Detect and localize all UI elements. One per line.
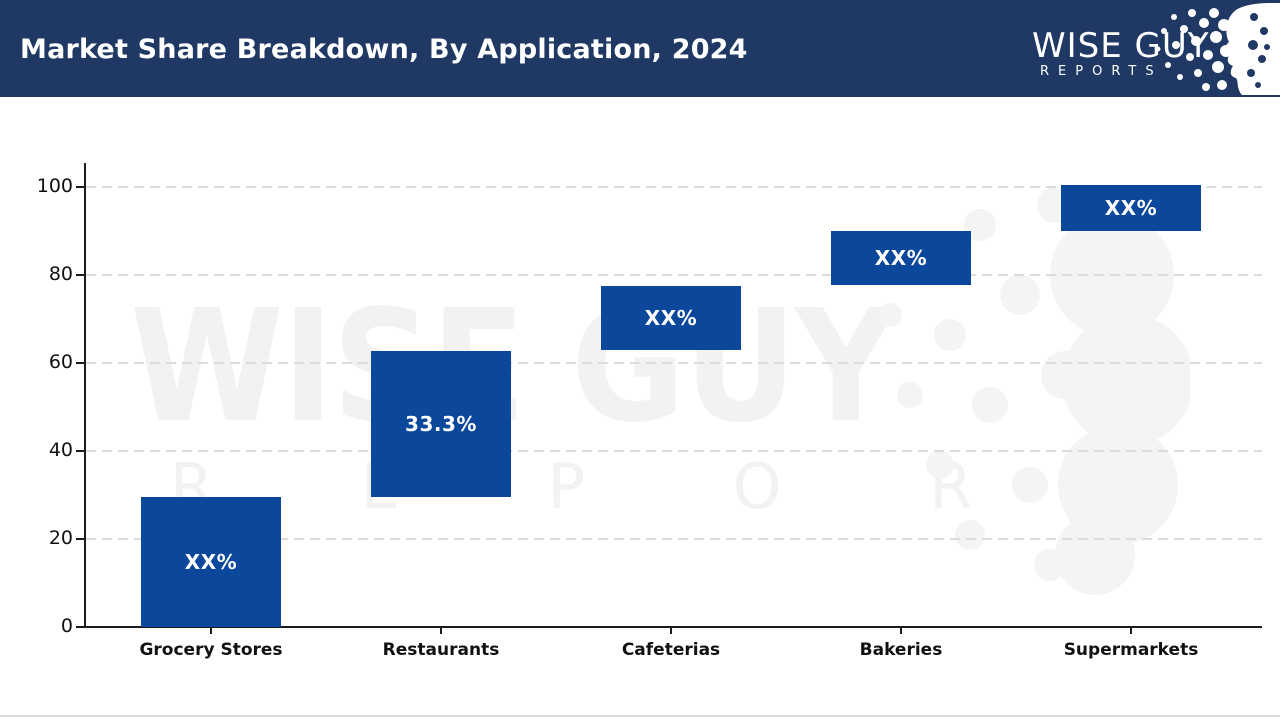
bar-grocery-stores: XX%: [141, 497, 281, 627]
x-category-label: Grocery Stores: [139, 640, 283, 660]
brand-subtitle: REPORTS: [1040, 64, 1163, 79]
page-title: Market Share Breakdown, By Application, …: [20, 34, 748, 65]
x-category-label: Restaurants: [382, 640, 500, 660]
y-axis: [84, 163, 86, 628]
gridline-40: [86, 450, 1262, 452]
y-tick-label-80: 80: [48, 263, 73, 285]
bar-supermarkets: XX%: [1061, 185, 1201, 232]
x-tick-1: [440, 627, 442, 634]
bar-value-label: XX%: [644, 305, 698, 330]
y-tick-60: [76, 362, 85, 364]
x-category-label: Cafeterias: [621, 640, 721, 660]
x-axis: [84, 626, 1262, 628]
gridline-100: [86, 186, 1262, 188]
x-category-label: Supermarkets: [1063, 640, 1199, 660]
y-tick-label-40: 40: [48, 439, 73, 461]
y-tick-label-20: 20: [48, 527, 73, 549]
y-tick-20: [76, 538, 85, 540]
y-tick-label-0: 0: [60, 615, 73, 637]
x-category-label: Bakeries: [859, 640, 943, 660]
bar-cafeterias: XX%: [601, 286, 741, 350]
gridline-80: [86, 274, 1262, 276]
y-tick-80: [76, 274, 85, 276]
bottom-divider: [0, 715, 1280, 717]
y-tick-label-100: 100: [36, 175, 73, 197]
bar-restaurants: 33.3%: [371, 350, 511, 498]
gridline-20: [86, 538, 1262, 540]
bar-bakeries: XX%: [831, 231, 971, 285]
y-tick-100: [76, 186, 85, 188]
y-tick-0: [76, 626, 85, 628]
bar-value-label: XX%: [1104, 196, 1158, 221]
bar-value-label: XX%: [184, 550, 238, 575]
x-tick-0: [210, 627, 212, 634]
gridline-60: [86, 362, 1262, 364]
header-banner: Market Share Breakdown, By Application, …: [0, 0, 1280, 97]
watermark-brand-text: WISE GUY: [130, 276, 896, 457]
x-tick-4: [1130, 627, 1132, 634]
x-tick-3: [900, 627, 902, 634]
y-tick-40: [76, 450, 85, 452]
y-tick-label-60: 60: [48, 351, 73, 373]
bar-value-label: 33.3%: [405, 411, 477, 436]
brand-head-icon: [1155, 3, 1280, 95]
bar-value-label: XX%: [874, 246, 928, 271]
x-tick-2: [670, 627, 672, 634]
